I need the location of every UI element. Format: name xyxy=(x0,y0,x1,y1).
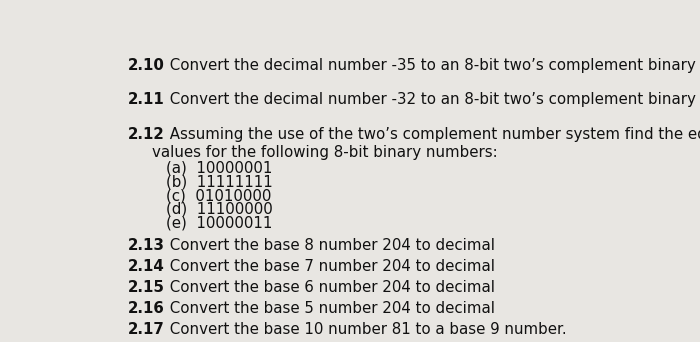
Text: Convert the base 8 number 204 to decimal: Convert the base 8 number 204 to decimal xyxy=(165,238,495,253)
Text: 2.17: 2.17 xyxy=(128,322,165,337)
Text: 2.13 Convert the base 8 number 204 to decimal: 2.13 Convert the base 8 number 204 to de… xyxy=(128,238,491,253)
Text: 2.12: 2.12 xyxy=(128,127,165,142)
Text: Assuming the use of the two’s complement number system find the equivalent decim: Assuming the use of the two’s complement… xyxy=(165,127,700,142)
Text: Convert the base 5 number 204 to decimal: Convert the base 5 number 204 to decimal xyxy=(165,301,495,316)
Text: (a)  10000001: (a) 10000001 xyxy=(166,161,272,176)
Text: 2.15 Convert the base 6 number 204 to decimal: 2.15 Convert the base 6 number 204 to de… xyxy=(128,280,491,295)
Text: 2.12 Assuming the use of the two’s complement number system find the equivalent : 2.12 Assuming the use of the two’s compl… xyxy=(128,127,700,142)
Text: 2.11: 2.11 xyxy=(128,92,165,107)
Text: 2.10 Convert the decimal number -35 to an 8-bit two’s complement binary number.: 2.10 Convert the decimal number -35 to a… xyxy=(128,58,700,73)
Text: 2.11 Convert the decimal number -32 to an 8-bit two’s complement binary number.: 2.11 Convert the decimal number -32 to a… xyxy=(128,92,700,107)
Text: 2.16 Convert the base 5 number 204 to decimal: 2.16 Convert the base 5 number 204 to de… xyxy=(128,301,491,316)
Text: Convert the decimal number -32 to an 8-bit two’s complement binary number.: Convert the decimal number -32 to an 8-b… xyxy=(165,92,700,107)
Text: 2.16: 2.16 xyxy=(128,301,165,316)
Text: 2.14: 2.14 xyxy=(128,259,165,274)
Text: Convert the base 10 number 81 to a base 9 number.: Convert the base 10 number 81 to a base … xyxy=(165,322,567,337)
Text: (b)  11111111: (b) 11111111 xyxy=(166,174,273,189)
Text: 2.15: 2.15 xyxy=(128,280,165,295)
Text: (d)  11100000: (d) 11100000 xyxy=(166,202,273,217)
Text: 2.10: 2.10 xyxy=(128,58,165,73)
Text: 2.17 Convert the base 10 number 81 to a base 9 number.: 2.17 Convert the base 10 number 81 to a … xyxy=(128,322,564,337)
Text: 2.14 Convert the base 7 number 204 to decimal: 2.14 Convert the base 7 number 204 to de… xyxy=(128,259,491,274)
Text: values for the following 8-bit binary numbers:: values for the following 8-bit binary nu… xyxy=(151,145,497,160)
Text: 2.13: 2.13 xyxy=(128,238,165,253)
Text: Convert the base 6 number 204 to decimal: Convert the base 6 number 204 to decimal xyxy=(165,280,495,295)
Text: Convert the base 7 number 204 to decimal: Convert the base 7 number 204 to decimal xyxy=(165,259,495,274)
Text: (c)  01010000: (c) 01010000 xyxy=(166,188,272,203)
Text: (e)  10000011: (e) 10000011 xyxy=(166,216,272,231)
Text: Convert the decimal number -35 to an 8-bit two’s complement binary number.: Convert the decimal number -35 to an 8-b… xyxy=(165,58,700,73)
